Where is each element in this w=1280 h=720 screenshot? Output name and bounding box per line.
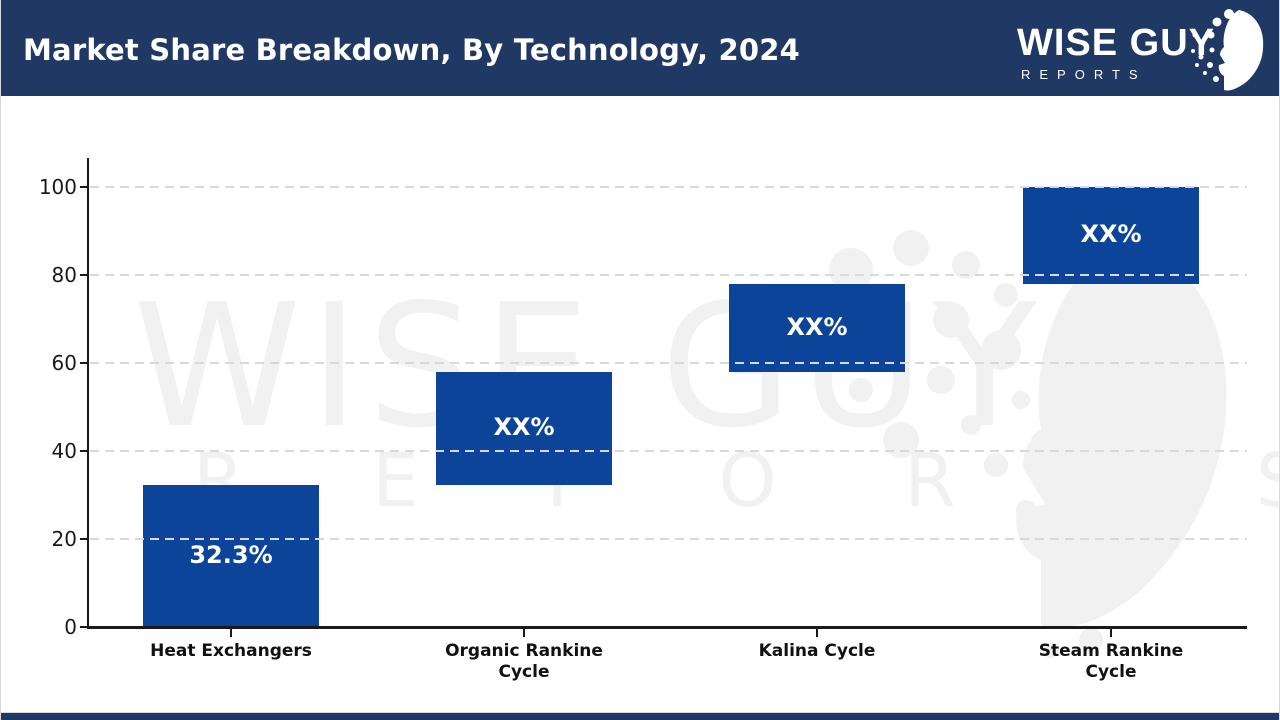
x-category-label: Heat Exchangers	[150, 641, 312, 661]
y-tick-label-100: 100	[38, 175, 77, 199]
x-category-label: Kalina Cycle	[758, 641, 876, 661]
gridline-80	[90, 274, 1247, 276]
footer-bar	[1, 713, 1279, 720]
y-tick-mark-80	[80, 274, 88, 276]
y-tick-mark-20	[80, 538, 88, 540]
svg-text:REPORTS: REPORTS	[1021, 67, 1147, 82]
gridline-40	[90, 450, 1247, 452]
x-tick-mark	[523, 629, 525, 637]
x-tick-mark	[816, 629, 818, 637]
y-tick-mark-60	[80, 362, 88, 364]
y-axis-line	[87, 158, 89, 629]
chart-title: Market Share Breakdown, By Technology, 2…	[23, 33, 801, 67]
gridline-20	[90, 538, 1247, 540]
y-tick-label-40: 40	[51, 439, 77, 463]
gridline-60	[90, 362, 1247, 364]
x-category-label: Steam Rankine Cycle	[1038, 641, 1184, 682]
wiseguy-logo: WISE GUY REPORTS	[1017, 9, 1264, 91]
bottom-frame-line	[1, 712, 1279, 713]
bar-heat-exchangers	[143, 484, 319, 627]
y-tick-mark-40	[80, 450, 88, 452]
x-axis-line	[87, 626, 1247, 629]
gridline-100	[90, 186, 1247, 188]
bar-value-label: XX%	[786, 312, 848, 341]
x-tick-mark	[1110, 629, 1112, 637]
y-tick-mark-100	[80, 186, 88, 188]
y-tick-label-60: 60	[51, 351, 77, 375]
bar-organic-rankine-cycle	[436, 371, 612, 485]
bar-value-label: 32.3%	[189, 540, 273, 569]
y-tick-mark-0	[80, 626, 88, 628]
y-tick-label-20: 20	[51, 527, 77, 551]
svg-text:WISE GUY: WISE GUY	[1017, 22, 1215, 64]
bar-value-label: XX%	[493, 413, 555, 442]
x-category-label: Organic Rankine Cycle	[445, 641, 603, 682]
bar-value-label: XX%	[1080, 220, 1142, 249]
x-tick-mark	[230, 629, 232, 637]
y-tick-label-0: 0	[64, 615, 77, 639]
header: Market Share Breakdown, By Technology, 2…	[1, 0, 1279, 96]
y-tick-label-80: 80	[51, 263, 77, 287]
